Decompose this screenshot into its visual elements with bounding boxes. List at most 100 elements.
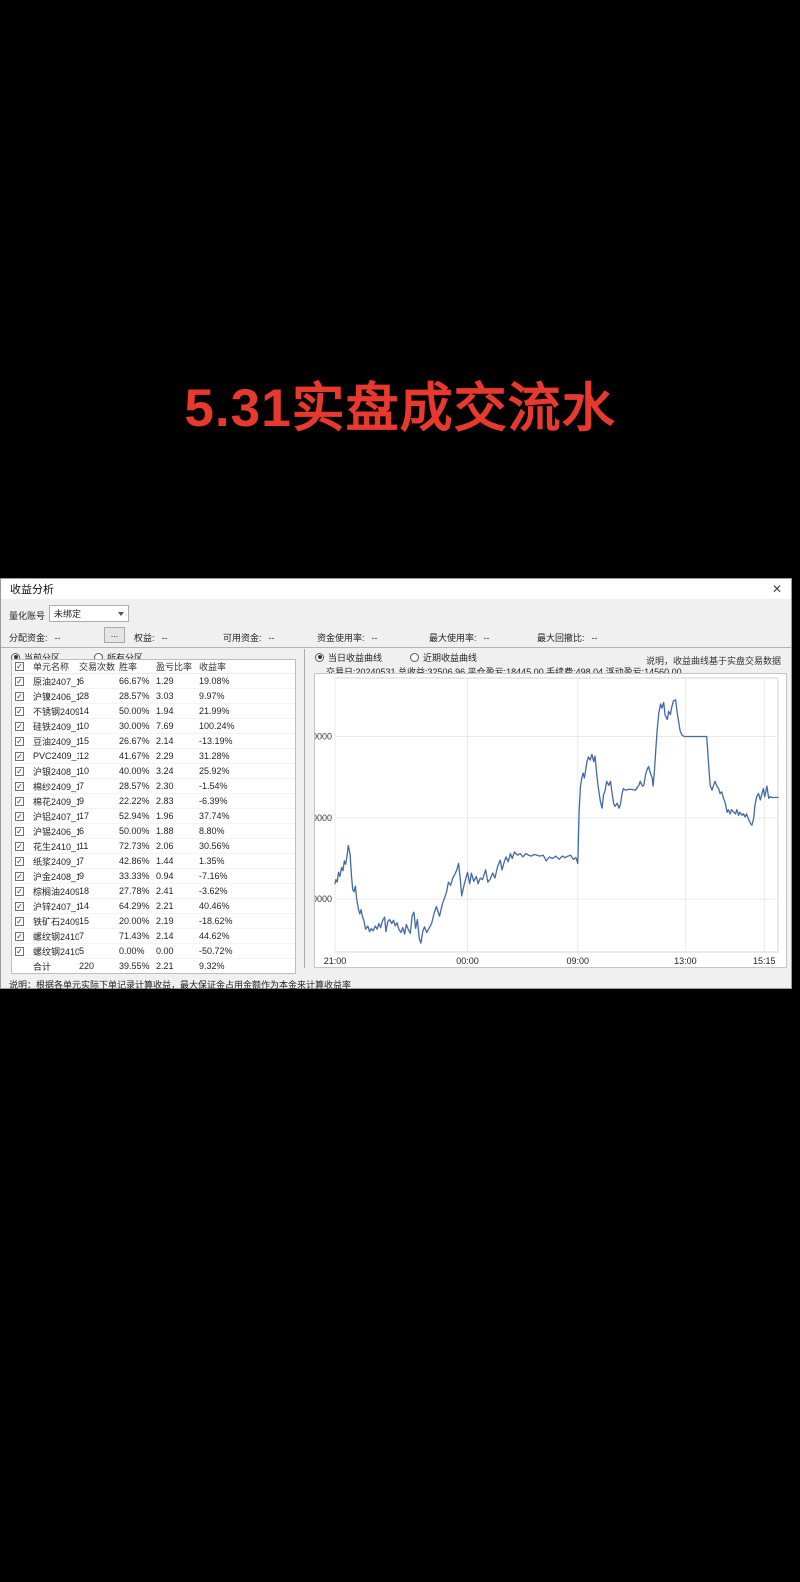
cell-pl-ratio: 1.44 <box>156 856 174 866</box>
cell-win-rate: 27.78% <box>119 886 150 896</box>
cell-name: 硅铁2409_1... <box>33 721 79 732</box>
cell-name: 不锈钢2409... <box>33 706 79 717</box>
cell-win-rate: 28.57% <box>119 781 150 791</box>
row-checkbox[interactable]: ✓ <box>15 706 24 716</box>
cell-return: 25.92% <box>199 766 230 776</box>
cell-name: 铁矿石2409... <box>33 916 79 927</box>
row-checkbox[interactable]: ✓ <box>15 736 24 746</box>
cell-win-rate: 42.86% <box>119 856 150 866</box>
cell-win-rate: 50.00% <box>119 706 150 716</box>
row-checkbox[interactable]: ✓ <box>15 811 24 821</box>
y-tick-label: 20000 <box>315 894 332 904</box>
close-icon[interactable]: ✕ <box>771 582 782 596</box>
panel-divider <box>304 649 305 968</box>
cell-win-rate: 72.73% <box>119 841 150 851</box>
table-row: ✓ 原油2407_1...6 66.67% 1.29 19.08% <box>12 674 295 689</box>
row-checkbox[interactable]: ✓ <box>15 721 24 731</box>
select-all-checkbox[interactable]: ✓ <box>15 662 24 671</box>
chevron-down-icon <box>118 611 124 616</box>
cell-win-rate: 52.94% <box>119 811 150 821</box>
row-checkbox[interactable]: ✓ <box>15 751 24 761</box>
account-select-value: 未绑定 <box>54 609 82 619</box>
table-header-row: ✓ 单元名称 交易次数 胜率 盈亏比率 收益率 <box>12 660 295 674</box>
row-checkbox[interactable]: ✓ <box>15 796 24 806</box>
cell-win-rate: 39.55% <box>119 961 150 971</box>
cell-name: 纸浆2409_1... <box>33 856 79 867</box>
table-row: ✓ 硅铁2409_1...10 30.00% 7.69 100.24% <box>12 719 295 734</box>
x-tick-label: 15:15 <box>753 956 776 966</box>
cell-pl-ratio: 0.00 <box>156 946 174 956</box>
cell-name: 沪镍2406_1... <box>33 691 79 702</box>
cell-return: 40.46% <box>199 901 230 911</box>
cell-trades: 9 <box>79 796 85 806</box>
cell-return: 8.80% <box>199 826 225 836</box>
cell-trades: 17 <box>79 811 90 821</box>
table-row: ✓ 沪锡2406_1...6 50.00% 1.88 8.80% <box>12 824 295 839</box>
account-select[interactable]: 未绑定 <box>49 605 129 622</box>
window-title: 收益分析 <box>10 584 54 596</box>
cell-pl-ratio: 3.03 <box>156 691 174 701</box>
row-checkbox[interactable]: ✓ <box>15 886 24 896</box>
row-checkbox[interactable]: ✓ <box>15 766 24 776</box>
radio-recent-curve[interactable]: 近期收益曲线 <box>410 651 477 663</box>
cell-return: -3.62% <box>199 886 228 896</box>
cell-win-rate: 50.00% <box>119 826 150 836</box>
cell-win-rate: 26.67% <box>119 736 150 746</box>
row-checkbox[interactable]: ✓ <box>15 931 24 941</box>
cell-name: 花生2410_1... <box>33 841 79 852</box>
row-checkbox[interactable]: ✓ <box>15 871 24 881</box>
row-checkbox[interactable]: ✓ <box>15 781 24 791</box>
row-checkbox[interactable]: ✓ <box>15 826 24 836</box>
cell-win-rate: 71.43% <box>119 931 150 941</box>
cell-trades: 6 <box>79 676 85 686</box>
table-row: ✓ 棕榈油2409...18 27.78% 2.41 -3.62% <box>12 884 295 899</box>
cell-pl-ratio: 2.21 <box>156 901 174 911</box>
profit-curve-chart: 20000 30000 40000 21:00 00:00 09:00 13:00 15:15 <box>314 673 787 968</box>
row-checkbox[interactable]: ✓ <box>15 676 24 686</box>
header-separator <box>1 647 791 648</box>
radio-today-curve[interactable]: 当日收益曲线 <box>315 651 382 663</box>
cell-trades: 7 <box>79 781 85 791</box>
cell-pl-ratio: 3.24 <box>156 766 174 776</box>
table-row: ✓ 螺纹钢2410...5 0.00% 0.00 -50.72% <box>12 944 295 959</box>
cell-pl-ratio: 1.88 <box>156 826 174 836</box>
y-tick-label: 30000 <box>315 813 332 823</box>
table-row: ✓ 不锈钢2409...14 50.00% 1.94 21.99% <box>12 704 295 719</box>
row-checkbox[interactable]: ✓ <box>15 946 24 956</box>
cell-name: 沪金2408_1... <box>33 871 79 882</box>
cell-pl-ratio: 7.69 <box>156 721 174 731</box>
row-checkbox[interactable]: ✓ <box>15 916 24 926</box>
max-usage-field: 最大使用率: -- <box>429 633 490 643</box>
y-tick-label: 40000 <box>315 732 332 742</box>
unit-table: ✓ 单元名称 交易次数 胜率 盈亏比率 收益率 ✓原油2407_1...666.… <box>11 659 296 974</box>
cell-trades: 14 <box>79 706 90 716</box>
cell-pl-ratio: 2.41 <box>156 886 174 896</box>
cell-return: 21.99% <box>199 706 230 716</box>
row-checkbox[interactable]: ✓ <box>15 691 24 701</box>
cell-return: -50.72% <box>199 946 233 956</box>
cell-pl-ratio: 2.83 <box>156 796 174 806</box>
cell-win-rate: 30.00% <box>119 721 150 731</box>
table-row: ✓ PVC2409_1...12 41.67% 2.29 31.28% <box>12 749 295 764</box>
fund-usage-field: 资金使用率: -- <box>317 633 378 643</box>
curve-radio-group: 当日收益曲线 近期收益曲线 <box>315 651 477 663</box>
x-tick-label: 21:00 <box>324 956 347 966</box>
ellipsis-button[interactable]: ... <box>104 627 125 643</box>
cell-return: 100.24% <box>199 721 235 731</box>
row-checkbox[interactable]: ✓ <box>15 856 24 866</box>
cell-win-rate: 0.00% <box>119 946 145 956</box>
cell-win-rate: 41.67% <box>119 751 150 761</box>
cell-pl-ratio: 2.06 <box>156 841 174 851</box>
row-checkbox[interactable]: ✓ <box>15 901 24 911</box>
cell-pl-ratio: 2.14 <box>156 736 174 746</box>
cell-name: 棕榈油2409... <box>33 886 79 897</box>
cell-return: 9.32% <box>199 961 225 971</box>
cell-pl-ratio: 0.94 <box>156 871 174 881</box>
cell-name: 沪锌2407_1... <box>33 901 79 912</box>
table-row: ✓ 铁矿石2409...15 20.00% 2.19 -18.62% <box>12 914 295 929</box>
row-checkbox[interactable]: ✓ <box>15 841 24 851</box>
cell-trades: 28 <box>79 691 90 701</box>
cell-trades: 15 <box>79 916 90 926</box>
cell-trades: 7 <box>79 931 85 941</box>
